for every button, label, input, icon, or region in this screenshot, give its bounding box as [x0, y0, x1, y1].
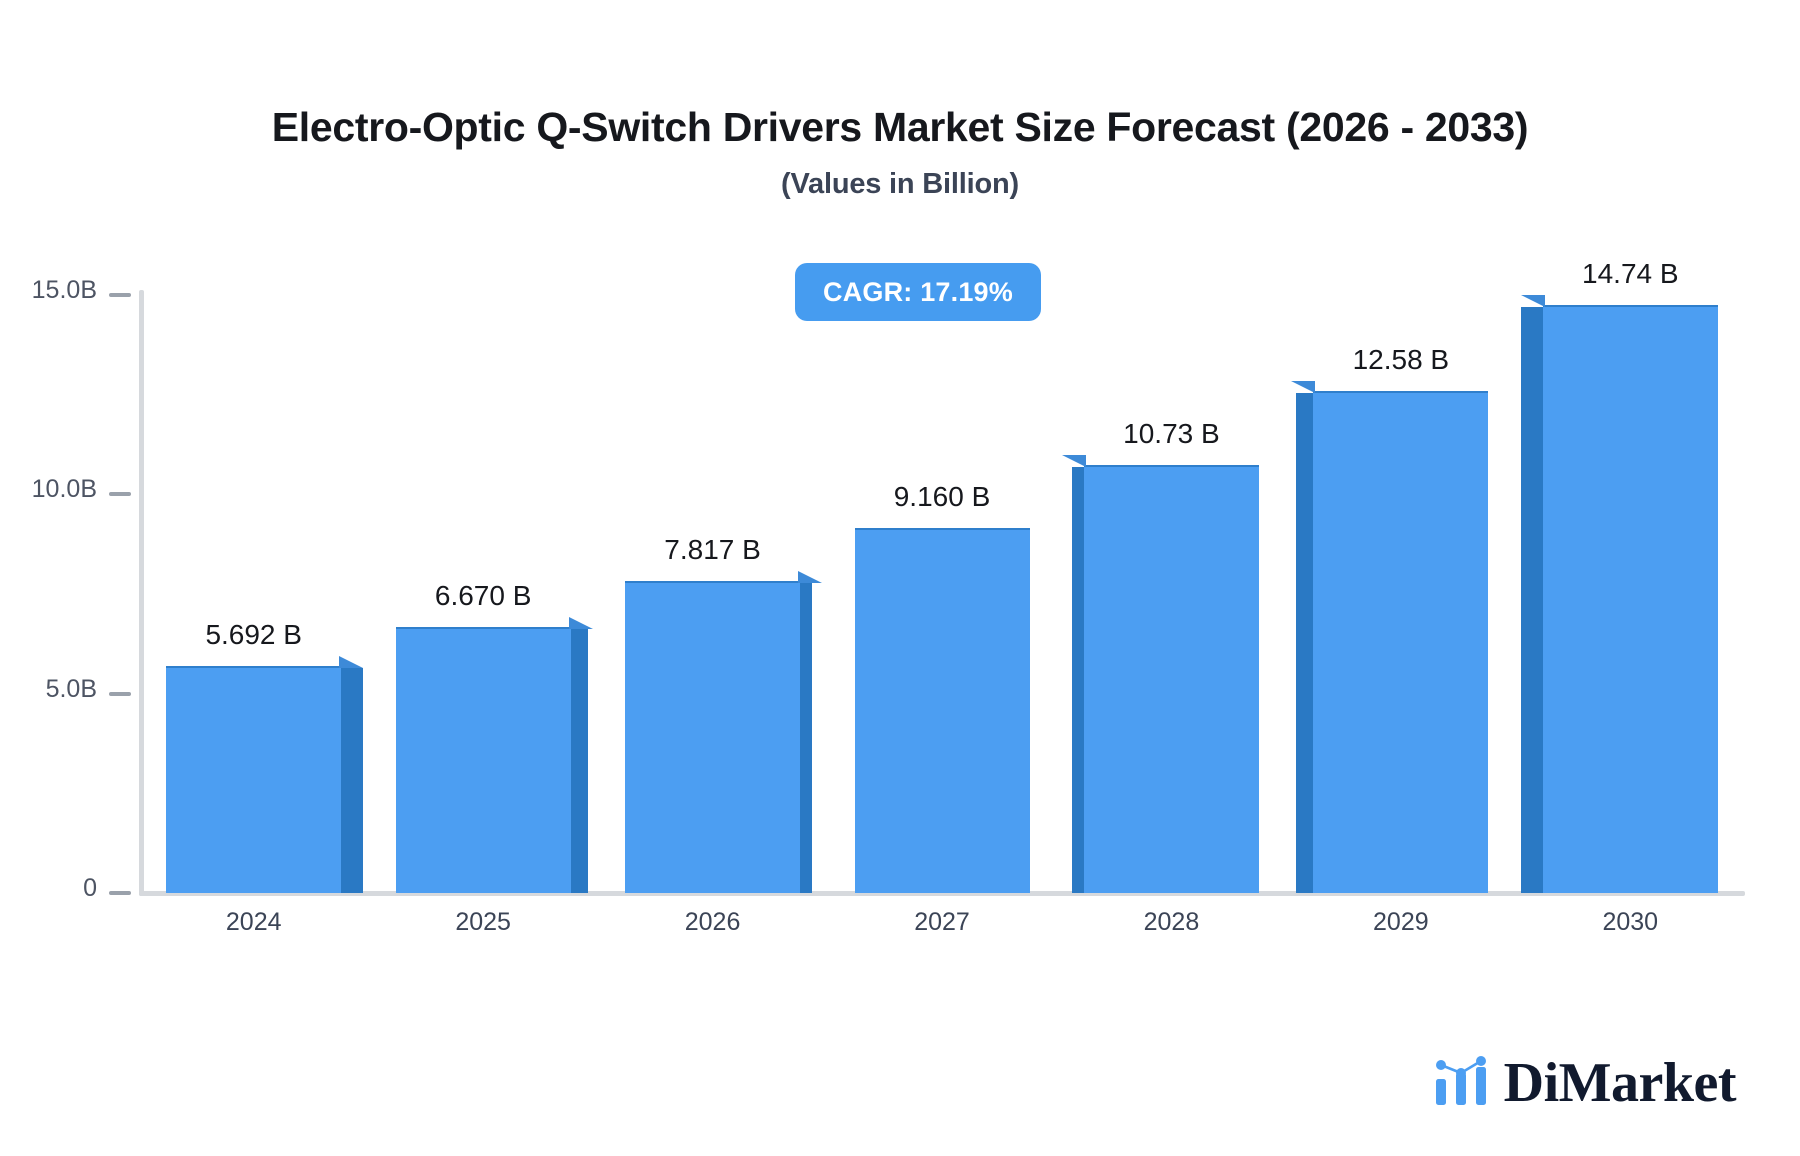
brand-logo: DiMarket	[1432, 1051, 1737, 1114]
x-axis-label-2030: 2030	[1602, 908, 1659, 936]
y-axis-tick-label: 15.0B	[31, 276, 97, 304]
bar-value-label: 6.670 B	[434, 580, 532, 612]
x-axis-label-2028: 2028	[1143, 908, 1200, 936]
bar-2026	[625, 571, 823, 893]
bar-value-label: 14.74 B	[1582, 258, 1679, 290]
bar-side-face	[1520, 295, 1545, 893]
y-axis-tick-mark	[109, 293, 131, 297]
x-axis-label-2026: 2026	[684, 908, 741, 936]
bar-value-label: 12.58 B	[1352, 344, 1450, 376]
x-axis-label-2025: 2025	[455, 908, 511, 936]
y-axis-tick-mark	[109, 891, 131, 895]
bar-2027	[854, 527, 1030, 893]
bar-chart-icon	[1432, 1053, 1490, 1112]
y-axis-tick-mark	[109, 492, 131, 497]
y-axis-tick-label: 0	[83, 874, 97, 902]
x-axis-label-2024: 2024	[225, 908, 282, 936]
x-axis-line	[139, 891, 1745, 896]
title-block: Electro-Optic Q-Switch Drivers Market Si…	[0, 104, 1800, 201]
bar-2025	[395, 617, 593, 893]
y-axis-line	[139, 290, 144, 896]
bar-value-label: 10.73 B	[1123, 418, 1220, 450]
bar-2028	[1061, 455, 1259, 893]
bar-2024	[166, 656, 364, 893]
y-axis-tick-mark	[109, 691, 131, 696]
y-axis-tick-label: 10.0B	[31, 475, 97, 504]
bar-value-label: 7.817 B	[664, 534, 761, 566]
page-title: Electro-Optic Q-Switch Drivers Market Si…	[271, 104, 1529, 150]
bar-2030	[1520, 295, 1718, 893]
page-subtitle: (Values in Billion)	[781, 168, 1019, 201]
bar-value-label: 5.692 B	[205, 619, 302, 651]
cagr-badge: CAGR: 17.19%	[795, 263, 1041, 321]
bar-side-face	[339, 656, 364, 893]
bar-value-label: 9.160 B	[893, 480, 991, 512]
y-axis-tick-label: 5.0B	[45, 674, 97, 703]
bar-side-face	[1061, 455, 1086, 893]
bar-side-face	[798, 571, 823, 893]
bar-side-face	[1291, 381, 1316, 893]
x-axis-label-2027: 2027	[914, 908, 970, 936]
logo-text: DiMarket	[1503, 1051, 1737, 1114]
bar-2029	[1291, 381, 1489, 893]
bar-side-face	[568, 617, 593, 893]
x-axis-label-2029: 2029	[1373, 908, 1429, 936]
